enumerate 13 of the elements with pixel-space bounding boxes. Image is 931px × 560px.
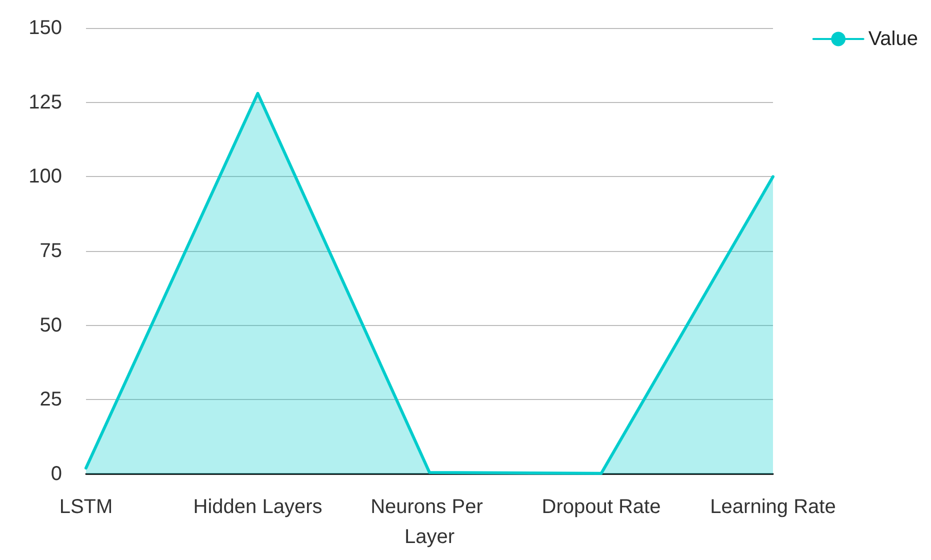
x-tick-label: Learning Rate bbox=[710, 496, 836, 518]
x-tick-label: Hidden Layers bbox=[193, 496, 322, 518]
y-tick-label: 125 bbox=[28, 91, 62, 114]
x-tick-label: Dropout Rate bbox=[542, 496, 661, 518]
y-tick-label: 75 bbox=[40, 240, 62, 262]
x-tick-label: Neurons Per Layer bbox=[370, 496, 488, 548]
y-tick-label: 0 bbox=[50, 463, 62, 485]
y-tick-label: 150 bbox=[28, 17, 62, 39]
y-tick-label: 50 bbox=[40, 314, 62, 336]
y-tick-label: 25 bbox=[40, 388, 62, 411]
legend-label: Value bbox=[868, 28, 918, 50]
y-tick-label: 100 bbox=[28, 166, 62, 188]
x-tick-label: LSTM bbox=[59, 496, 113, 518]
